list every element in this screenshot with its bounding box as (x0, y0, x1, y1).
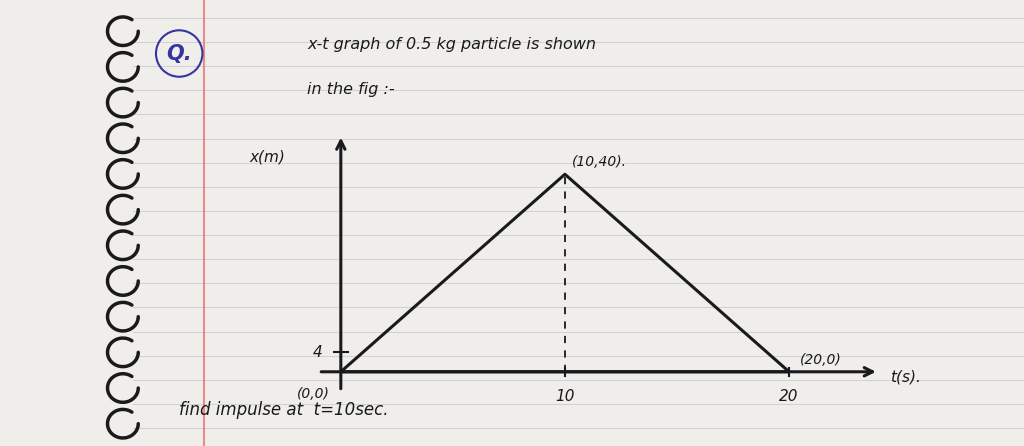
Text: 20: 20 (779, 389, 799, 404)
Text: (0,0): (0,0) (297, 387, 330, 401)
Text: find impulse at  t=10sec.: find impulse at t=10sec. (179, 401, 389, 419)
Text: x(m): x(m) (249, 149, 285, 165)
Text: (10,40).: (10,40). (571, 155, 627, 169)
Text: x-t graph of 0.5 kg particle is shown: x-t graph of 0.5 kg particle is shown (307, 37, 596, 52)
Text: in the fig :-: in the fig :- (307, 82, 395, 97)
Text: t(s).: t(s). (890, 369, 921, 384)
Text: (20,0): (20,0) (801, 353, 842, 367)
Text: Q.: Q. (166, 44, 193, 63)
Text: 4: 4 (313, 344, 323, 359)
Text: 10: 10 (555, 389, 574, 404)
